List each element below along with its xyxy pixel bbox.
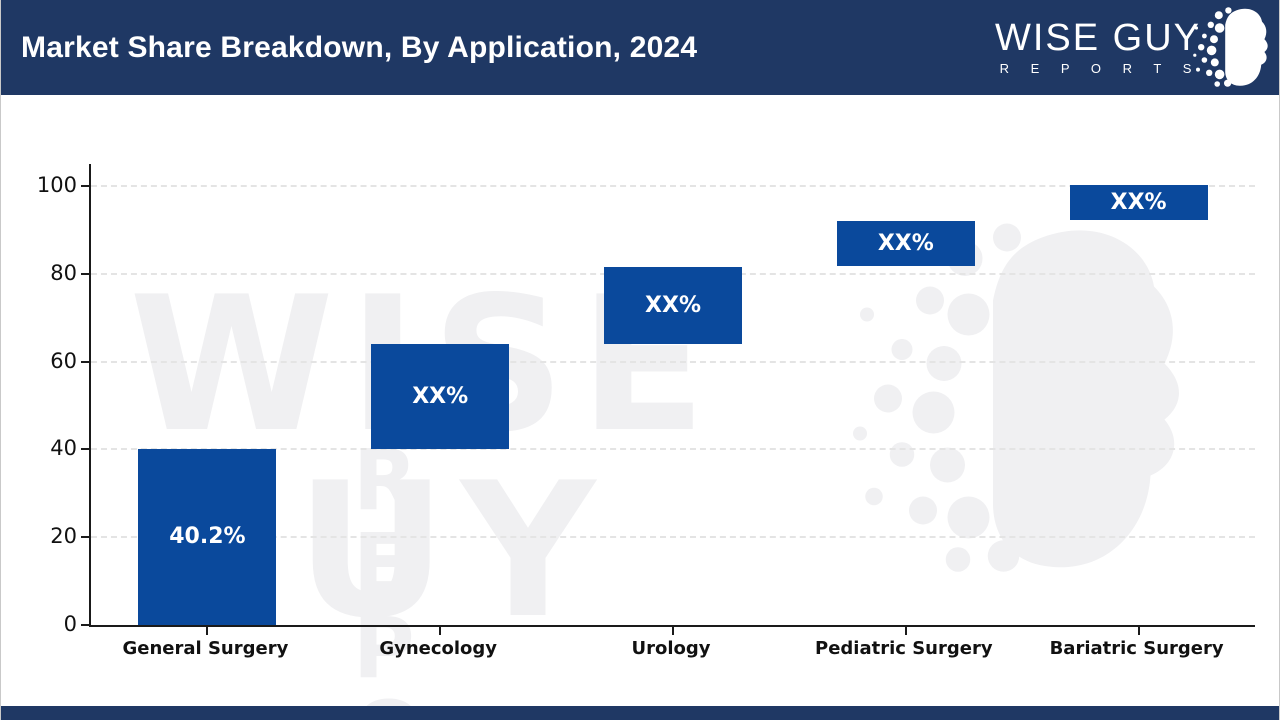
x-tick-mark <box>672 627 674 635</box>
y-tick-mark <box>81 624 89 626</box>
bar-gynecology: XX% <box>371 344 510 449</box>
logo-subtext: R E P O R T S <box>999 61 1201 76</box>
header-bar: Market Share Breakdown, By Application, … <box>1 0 1279 95</box>
y-tick-mark <box>81 360 89 363</box>
x-axis-labels: General Surgery Gynecology Urology Pediatri… <box>89 638 1253 668</box>
x-tick-mark <box>1137 627 1140 635</box>
logo-head-icon <box>1193 6 1268 87</box>
plot-area: 0 20 40 60 80 100 40.2% XX% XX% XX% XX% <box>37 164 1255 635</box>
bar-value-label: XX% <box>645 293 701 319</box>
y-tick-mark <box>81 184 89 187</box>
y-tick-label: 100 <box>36 172 77 197</box>
page-title: Market Share Breakdown, By Application, … <box>21 30 698 64</box>
gridline-y-20 <box>91 536 1255 539</box>
y-tick-label: 20 <box>50 524 77 549</box>
y-tick-mark <box>81 536 89 539</box>
category-label-pediatric-surgery: Pediatric Surgery <box>815 638 993 659</box>
logo-text: WISE GUY R E P O R T S <box>995 19 1201 76</box>
bar-value-label: XX% <box>1110 189 1167 215</box>
category-label-bariatric-surgery: Bariatric Surgery <box>1049 638 1224 659</box>
footer-bar <box>1 706 1279 720</box>
y-tick-label: 80 <box>50 260 77 285</box>
logo-wordmark: WISE GUY <box>994 17 1201 59</box>
x-tick-mark <box>904 627 907 635</box>
y-tick-label: 40 <box>50 436 77 461</box>
gridline-y-60 <box>91 360 1255 363</box>
y-tick-mark <box>81 448 89 451</box>
x-tick-mark <box>206 627 209 635</box>
bar-general-surgery: 40.2% <box>138 448 277 625</box>
brand-logo: WISE GUY R E P O R T S <box>995 4 1279 92</box>
bar-value-label: XX% <box>877 230 934 256</box>
y-tick-label: 0 <box>63 612 77 636</box>
y-tick-label: 60 <box>50 348 77 373</box>
x-tick-mark <box>439 627 442 635</box>
category-label-urology: Urology <box>631 638 711 659</box>
bar-value-label: XX% <box>412 383 469 409</box>
gridline-y-100 <box>91 184 1255 187</box>
bar-value-label: 40.2% <box>169 524 246 550</box>
category-label-gynecology: Gynecology <box>379 638 498 659</box>
bar-bariatric-surgery: XX% <box>1069 185 1208 220</box>
category-label-general-surgery: General Surgery <box>122 638 289 659</box>
bar-urology: XX% <box>604 267 742 345</box>
y-tick-mark <box>81 272 89 275</box>
bar-pediatric-surgery: XX% <box>836 221 975 266</box>
gridline-y-40 <box>91 448 1255 451</box>
